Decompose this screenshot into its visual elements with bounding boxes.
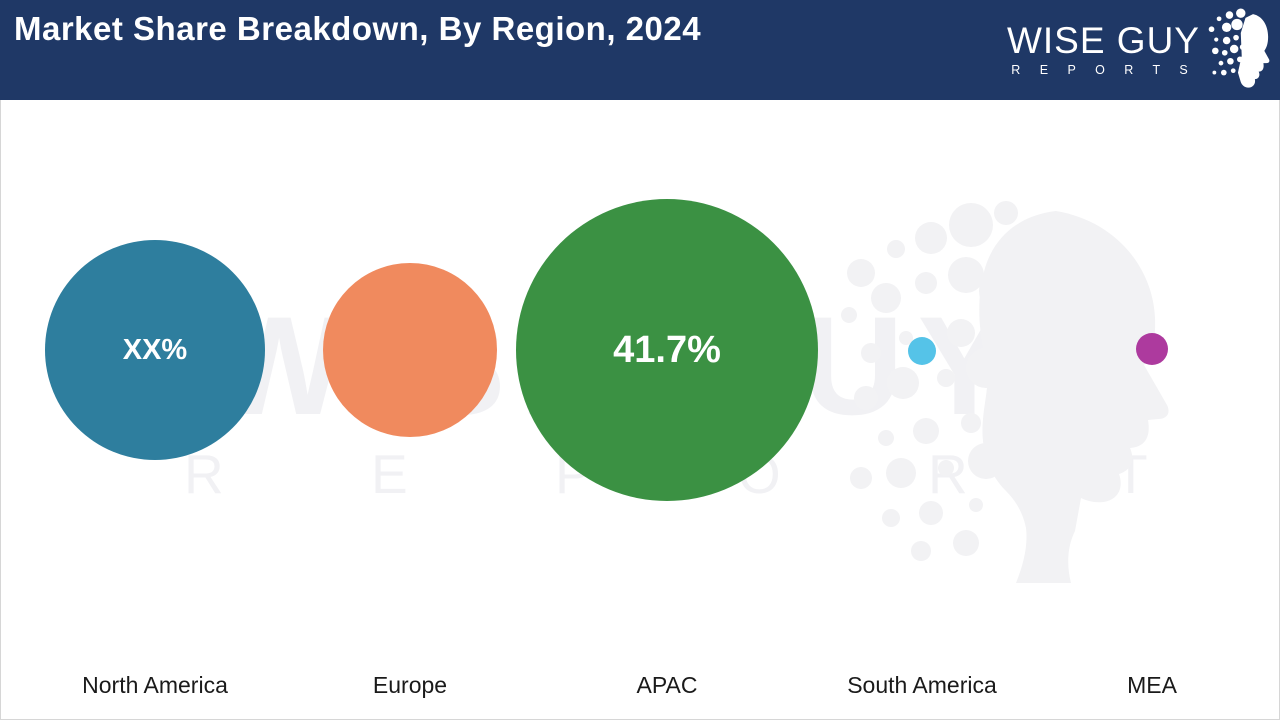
- bubble-apac: 41.7%: [516, 199, 818, 501]
- bubble-south-america: [908, 337, 936, 365]
- page-title: Market Share Breakdown, By Region, 2024: [14, 10, 702, 47]
- dotted-head-profile-watermark: [841, 201, 1169, 583]
- chart-area: WISE GUY R E P O R T S: [0, 100, 1280, 720]
- category-label-apac: APAC: [636, 672, 698, 698]
- category-label-south-america: South America: [847, 672, 997, 698]
- brand-logo: WISE GUY R E P O R T S: [1007, 6, 1270, 92]
- bubble-value-label-north-america: XX%: [122, 333, 188, 366]
- category-label-europe: Europe: [372, 672, 448, 698]
- bubble-value-label-apac: 41.7%: [613, 328, 721, 371]
- brand-logo-text-block: WISE GUY R E P O R T S: [1006, 20, 1200, 77]
- bubble-europe: [323, 263, 497, 437]
- category-label-north-america: North America: [82, 672, 228, 698]
- bubble-north-america: XX%: [45, 240, 265, 460]
- bubble-mea: [1136, 333, 1168, 365]
- dotted-head-profile-icon: [1208, 8, 1270, 88]
- brand-logo-name: WISE GUY: [1006, 20, 1200, 62]
- header-bar: Market Share Breakdown, By Region, 2024 …: [0, 0, 1280, 100]
- brand-logo-subname: R E P O R T S: [1011, 62, 1196, 77]
- category-label-mea: MEA: [1127, 672, 1177, 698]
